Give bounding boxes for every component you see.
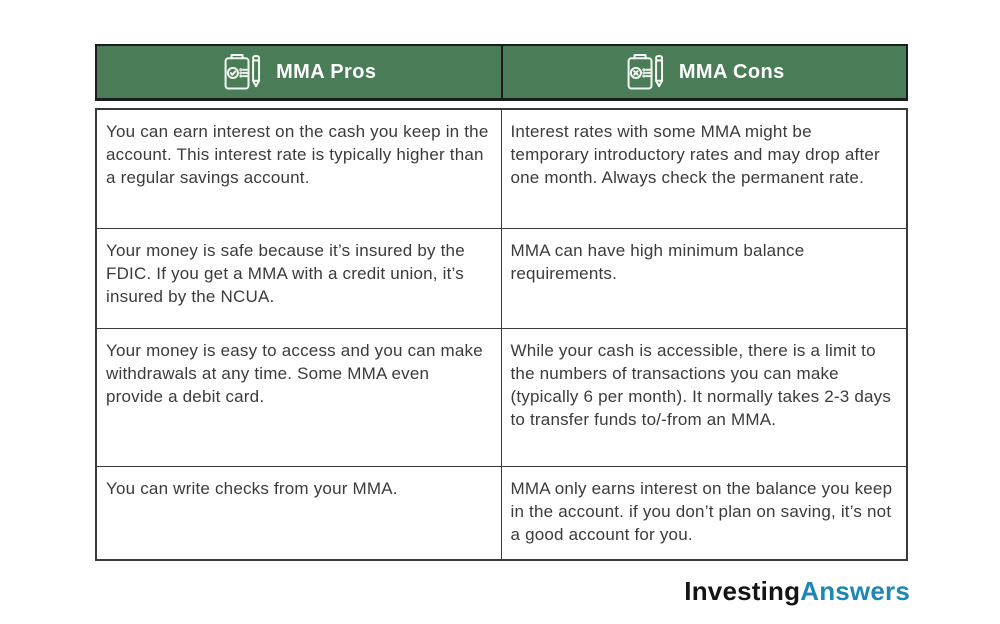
table-cell-con-1: Interest rates with some MMA might be te… [501, 110, 906, 229]
table-header-row: MMA Pros [95, 44, 908, 101]
comparison-table: You can earn interest on the cash you ke… [95, 108, 908, 561]
table-cell-con-2: MMA can have high minimum balance requir… [501, 229, 906, 329]
header-cell-pros: MMA Pros [97, 46, 503, 98]
table-cell-pro-4: You can write checks from your MMA. [97, 467, 502, 559]
table-cell-con-4: MMA only earns interest on the balance y… [510, 479, 893, 544]
header-label-cons: MMA Cons [678, 60, 785, 83]
logo-text-answers: Answers [800, 576, 910, 606]
clipboard-check-pencil-icon [221, 50, 265, 94]
logo-text-investing: Investing [684, 576, 801, 606]
table-cell-pro-3: Your money is easy to access and you can… [97, 329, 502, 467]
table-cell-pro-1: You can earn interest on the cash you ke… [97, 110, 502, 229]
header-cell-cons: MMA Cons [503, 46, 907, 98]
header-label-pros: MMA Pros [276, 60, 377, 83]
clipboard-x-pencil-icon [624, 50, 668, 94]
table-cell-pro-2: Your money is safe because it’s insured … [97, 229, 502, 329]
investing-answers-logo: InvestingAnswers [684, 576, 910, 607]
table-cell-con-3: While your cash is accessible, there is … [501, 329, 906, 467]
